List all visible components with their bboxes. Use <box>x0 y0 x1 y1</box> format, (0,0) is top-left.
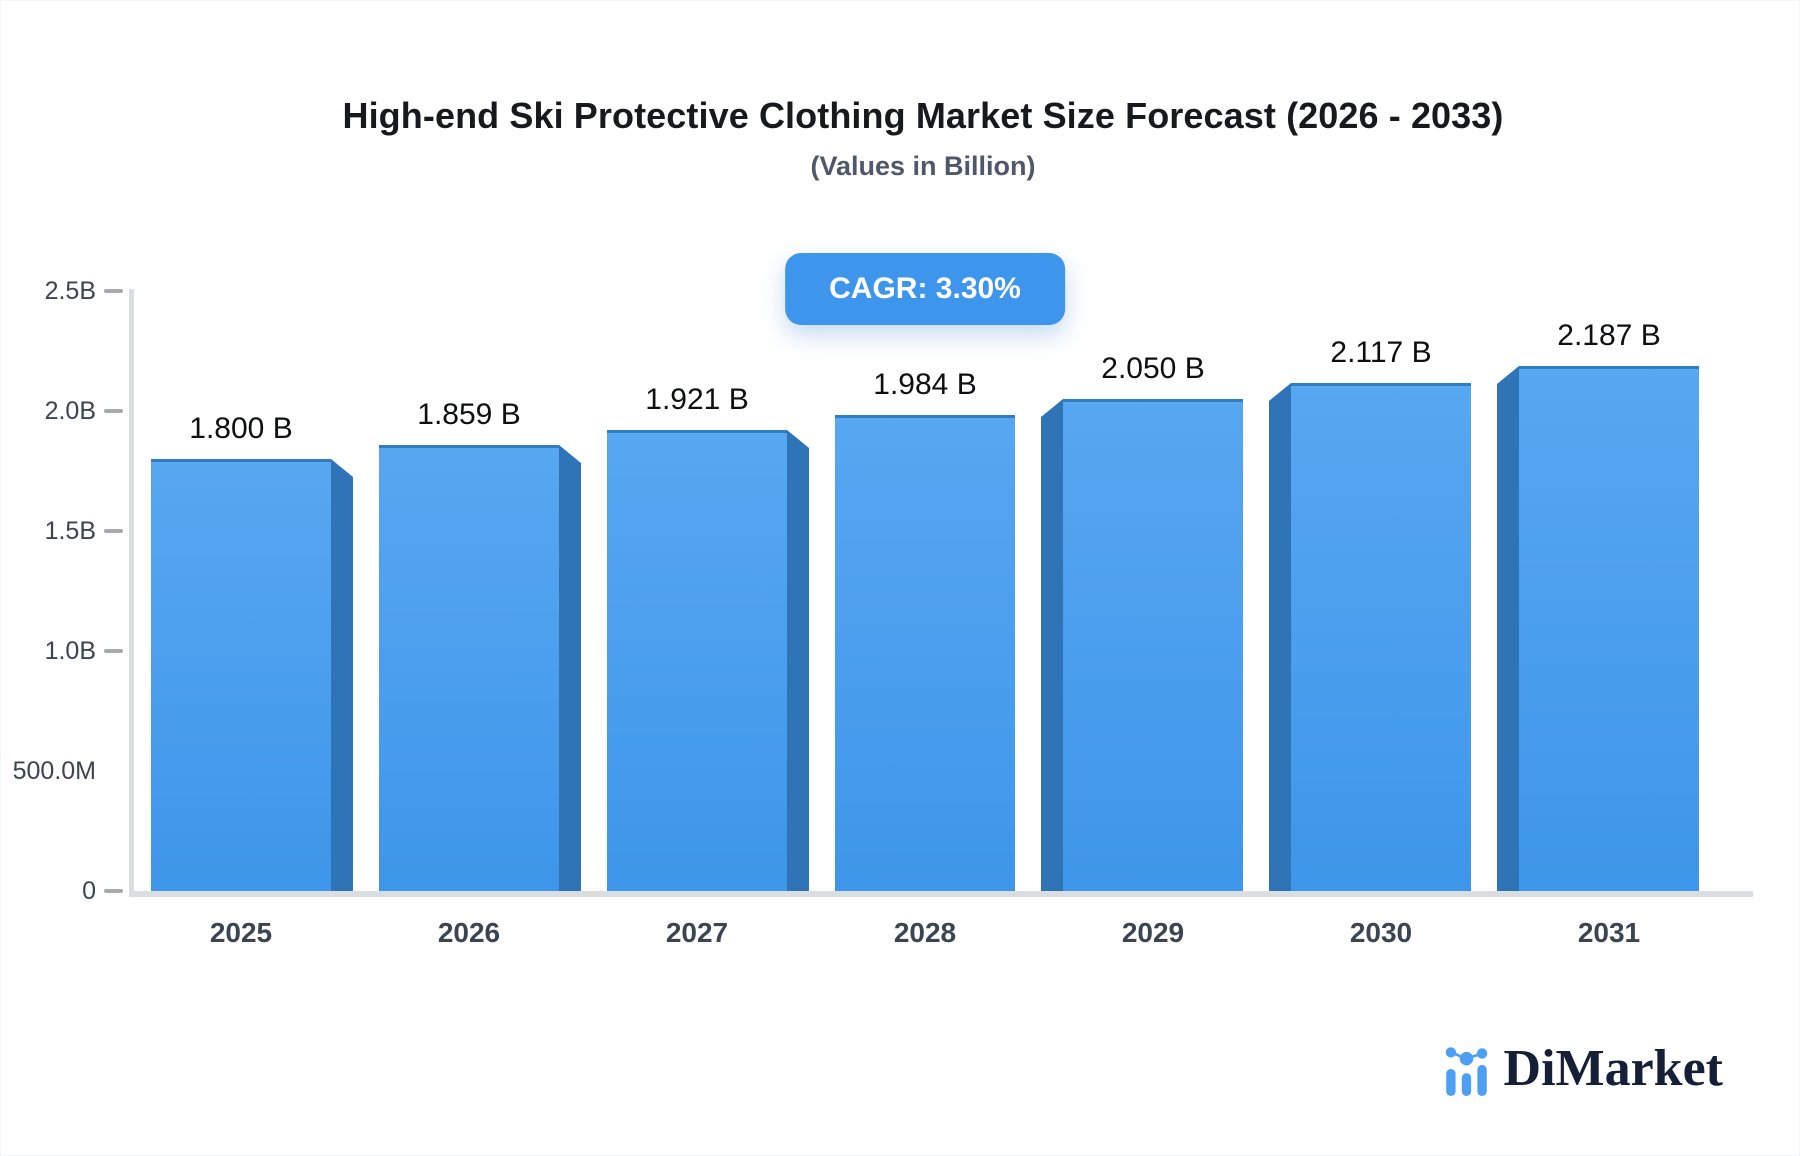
bar-side <box>787 430 809 891</box>
x-axis-label: 2031 <box>1577 917 1641 948</box>
y-axis-label: 2.5B <box>44 277 96 305</box>
bar-side <box>1041 399 1063 891</box>
bar-face <box>1291 383 1471 891</box>
bar-face <box>835 415 1015 891</box>
bar-value-label: 2.050 B <box>1101 352 1205 385</box>
x-axis-label: 2029 <box>1121 917 1185 948</box>
bar-face <box>607 430 787 891</box>
dimarket-logo-text: DiMarket <box>1503 1040 1723 1097</box>
bar-side <box>1269 383 1291 891</box>
bar-value-label: 1.859 B <box>417 398 521 431</box>
bar-face <box>1519 366 1699 891</box>
y-axis-label: 1.5B <box>44 517 96 545</box>
cagr-badge: CAGR: 3.30% <box>785 253 1065 325</box>
bar-side <box>331 459 353 891</box>
y-axis-label: 2.0B <box>44 397 96 425</box>
chart-title: High-end Ski Protective Clothing Market … <box>342 95 1504 136</box>
dimarket-logo-icon <box>1445 1047 1487 1096</box>
chart-subtitle: (Values in Billion) <box>810 151 1036 181</box>
bar-value-label: 2.187 B <box>1557 319 1661 352</box>
y-axis-label: 1.0B <box>44 637 96 665</box>
x-axis-label: 2030 <box>1349 917 1413 948</box>
y-axis-label: 500.0M <box>12 757 96 785</box>
y-axis-label: 0 <box>82 877 96 905</box>
y-axis-tick <box>104 409 123 413</box>
y-axis-tick <box>104 529 123 533</box>
bar-face <box>379 445 559 891</box>
x-axis-label: 2025 <box>209 917 273 948</box>
bar-value-label: 2.117 B <box>1330 336 1432 369</box>
dimarket-logo: DiMarket <box>1443 1041 1723 1097</box>
bar-face <box>151 459 331 891</box>
y-axis-tick <box>104 289 123 293</box>
bar-value-label: 1.800 B <box>189 412 293 445</box>
y-axis-line <box>129 289 134 897</box>
y-axis-tick <box>104 649 123 653</box>
x-axis-line <box>129 891 1753 897</box>
bar-side <box>1497 366 1519 891</box>
x-axis-label: 2028 <box>893 917 957 948</box>
y-axis-tick <box>104 889 123 893</box>
bar-face <box>1063 399 1243 891</box>
x-axis-label: 2026 <box>437 917 501 948</box>
bar-value-label: 1.921 B <box>645 383 749 416</box>
bar-side <box>559 445 581 891</box>
x-axis-label: 2027 <box>665 917 729 948</box>
bar-value-label: 1.984 B <box>873 368 977 401</box>
